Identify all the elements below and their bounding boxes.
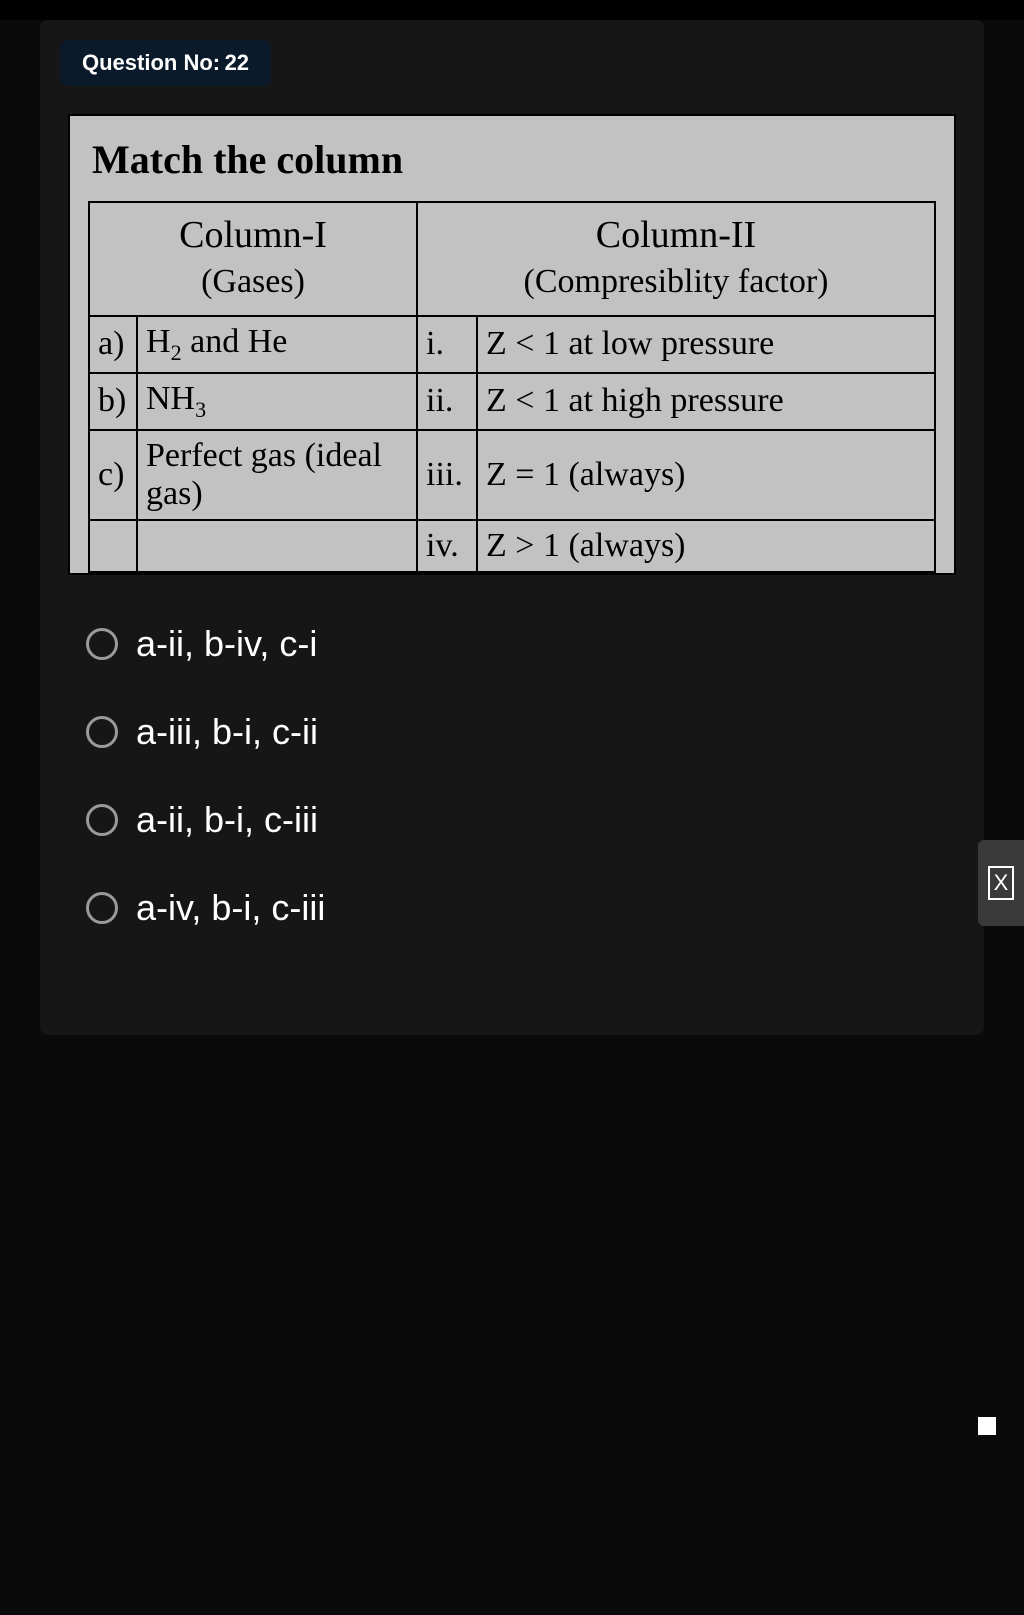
side-tab-button[interactable]: X <box>978 840 1024 926</box>
radio-icon <box>86 892 118 924</box>
row-gas: Perfect gas (ideal gas) <box>137 430 417 520</box>
row-desc: Z = 1 (always) <box>477 430 935 520</box>
option-3[interactable]: a-ii, b-i, c-iii <box>86 799 984 841</box>
row-desc: Z < 1 at high pressure <box>477 373 935 430</box>
table-header-row: Column-I (Gases) Column-II (Compresiblit… <box>89 202 935 316</box>
stop-icon <box>978 1417 996 1435</box>
question-card: Question No: 22 Match the column Column-… <box>40 20 984 1035</box>
page-root: Question No: 22 Match the column Column-… <box>0 20 1024 1615</box>
row-roman: i. <box>417 316 477 373</box>
radio-icon <box>86 716 118 748</box>
row-desc: Z < 1 at low pressure <box>477 316 935 373</box>
table-row: iv. Z > 1 (always) <box>89 520 935 572</box>
row-letter: a) <box>89 316 137 373</box>
row-letter: c) <box>89 430 137 520</box>
row-roman: iii. <box>417 430 477 520</box>
option-label: a-ii, b-iv, c-i <box>136 623 317 665</box>
row-letter: b) <box>89 373 137 430</box>
option-1[interactable]: a-ii, b-iv, c-i <box>86 623 984 665</box>
option-label: a-ii, b-i, c-iii <box>136 799 318 841</box>
header-col2-sub: (Compresiblity factor) <box>422 263 930 301</box>
answer-options: a-ii, b-iv, c-i a-iii, b-i, c-ii a-ii, b… <box>86 623 984 929</box>
row-gas: H2 and He <box>137 316 417 373</box>
row-gas: NH3 <box>137 373 417 430</box>
option-2[interactable]: a-iii, b-i, c-ii <box>86 711 984 753</box>
question-number-badge: Question No: 22 <box>60 40 271 86</box>
option-label: a-iii, b-i, c-ii <box>136 711 318 753</box>
row-letter <box>89 520 137 572</box>
header-col1-main: Column-I <box>94 213 412 257</box>
question-figure: Match the column Column-I (Gases) <box>68 114 956 575</box>
row-desc: Z > 1 (always) <box>477 520 935 572</box>
row-roman: ii. <box>417 373 477 430</box>
header-col1-sub: (Gases) <box>94 263 412 301</box>
header-col2: Column-II (Compresiblity factor) <box>417 202 935 316</box>
row-gas <box>137 520 417 572</box>
row-roman: iv. <box>417 520 477 572</box>
table-row: a) H2 and He i. Z < 1 at low pressure <box>89 316 935 373</box>
hourglass-icon: X <box>988 866 1015 900</box>
radio-icon <box>86 804 118 836</box>
radio-icon <box>86 628 118 660</box>
table-row: b) NH3 ii. Z < 1 at high pressure <box>89 373 935 430</box>
header-col1: Column-I (Gases) <box>89 202 417 316</box>
table-row: c) Perfect gas (ideal gas) iii. Z = 1 (a… <box>89 430 935 520</box>
match-table: Column-I (Gases) Column-II (Compresiblit… <box>88 201 936 573</box>
header-col2-main: Column-II <box>422 213 930 257</box>
option-label: a-iv, b-i, c-iii <box>136 887 325 929</box>
option-4[interactable]: a-iv, b-i, c-iii <box>86 887 984 929</box>
question-label: Question No: <box>82 50 220 75</box>
figure-title: Match the column <box>88 130 936 201</box>
question-number: 22 <box>225 50 249 75</box>
